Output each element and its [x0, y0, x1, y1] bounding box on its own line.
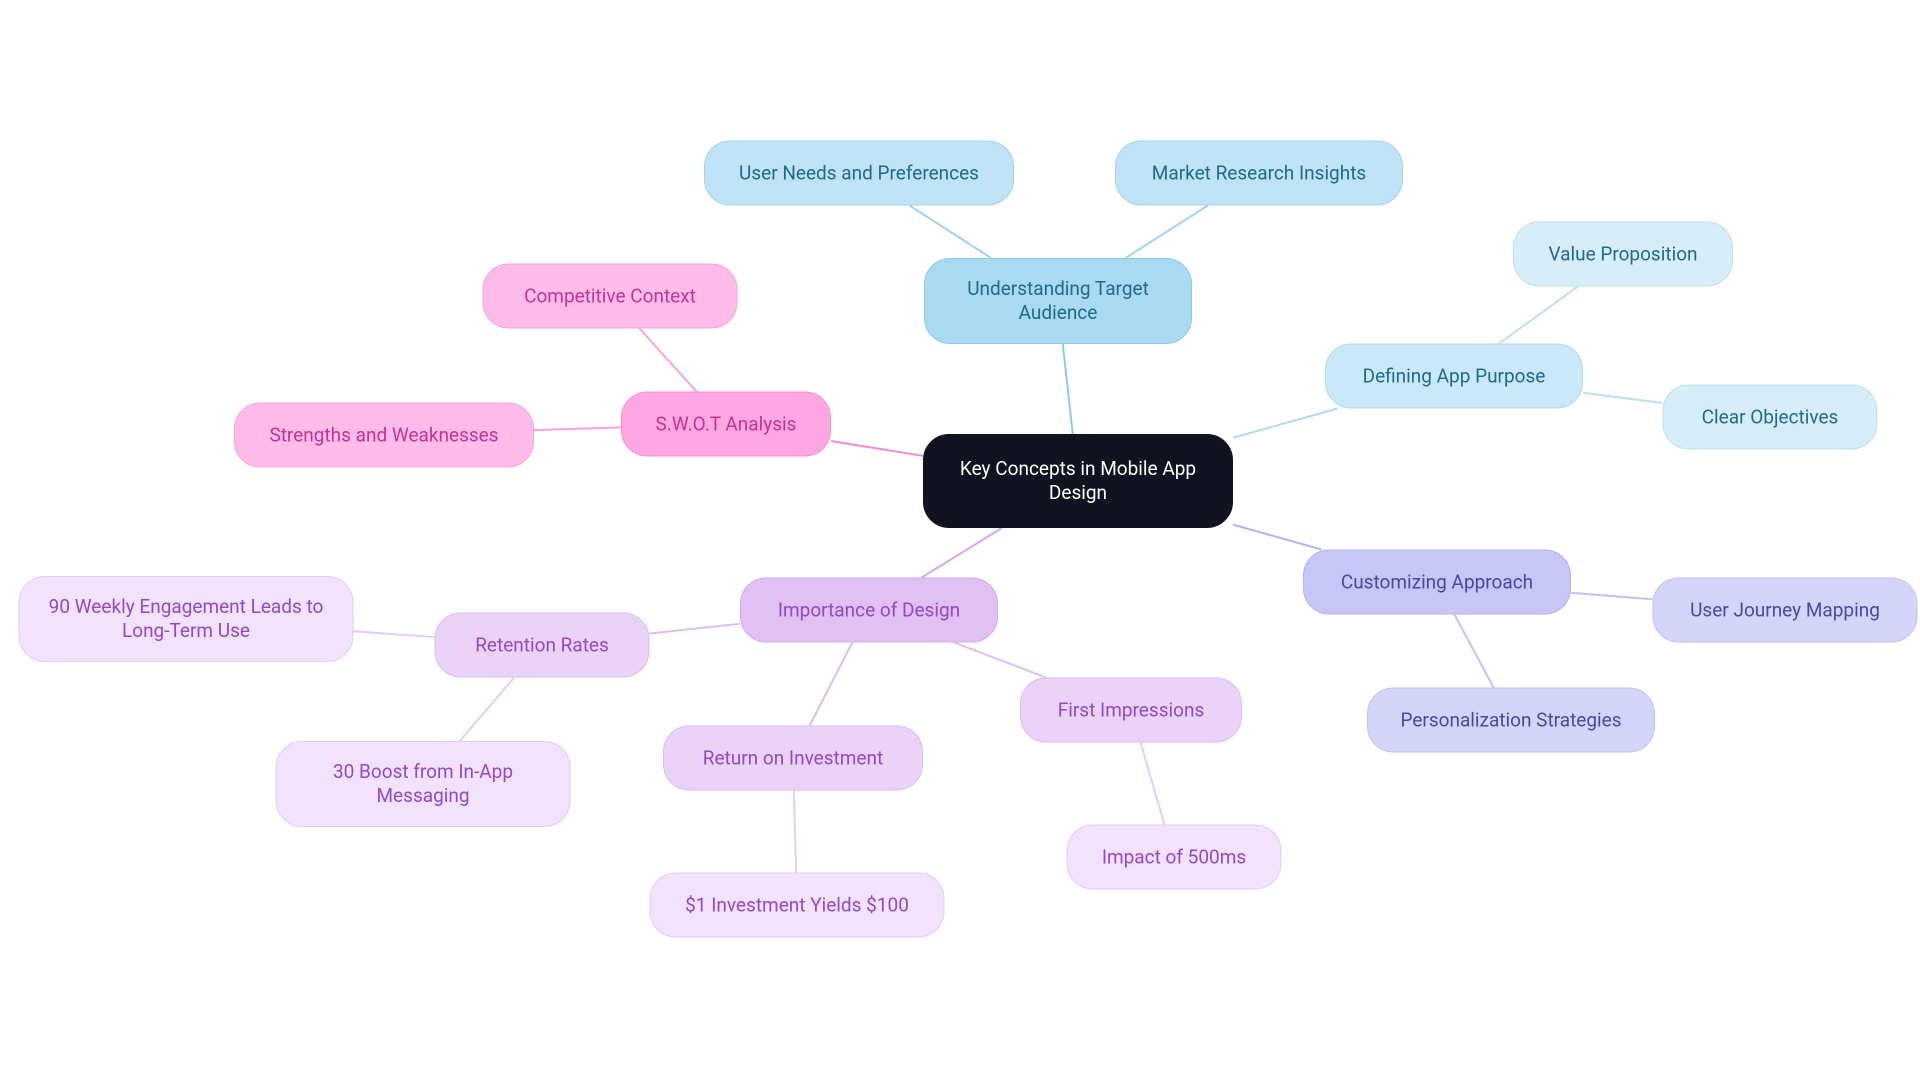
edge — [1126, 206, 1208, 259]
node-cust: Customizing Approach — [1303, 550, 1571, 615]
edge — [460, 678, 514, 742]
edge — [534, 427, 621, 430]
node-ms: Impact of 500ms — [1067, 825, 1282, 890]
edge — [922, 528, 1002, 578]
edge — [831, 441, 923, 456]
node-root: Key Concepts in Mobile App Design — [923, 434, 1233, 528]
node-roi: Return on Investment — [663, 726, 923, 791]
edge — [1141, 743, 1165, 825]
edge — [1063, 344, 1073, 434]
node-first: First Impressions — [1020, 678, 1242, 743]
edge — [354, 631, 435, 637]
edge — [794, 791, 796, 873]
node-ret: Retention Rates — [435, 613, 650, 678]
node-jour: User Journey Mapping — [1653, 578, 1918, 643]
node-comp: Competitive Context — [483, 264, 738, 329]
edge — [1583, 393, 1663, 403]
node-yield: $1 Investment Yields $100 — [650, 873, 945, 938]
edge — [650, 624, 741, 634]
edge — [810, 643, 853, 726]
node-aud: Understanding Target Audience — [924, 258, 1192, 344]
node-swot: S.W.O.T Analysis — [621, 392, 831, 457]
node-needs: User Needs and Preferences — [704, 141, 1014, 206]
edge — [1571, 593, 1653, 600]
edge — [1233, 409, 1338, 438]
node-sw: Strengths and Weaknesses — [234, 403, 534, 468]
node-imp: Importance of Design — [740, 578, 998, 643]
edge — [910, 206, 992, 259]
node-purp: Defining App Purpose — [1325, 344, 1583, 409]
edge — [1499, 287, 1578, 344]
edge — [1233, 525, 1321, 550]
node-market: Market Research Insights — [1115, 141, 1403, 206]
node-pers: Personalization Strategies — [1367, 688, 1655, 753]
edge — [954, 643, 1046, 678]
mindmap-canvas: Key Concepts in Mobile App Design Underst… — [0, 0, 1920, 1083]
node-value: Value Proposition — [1513, 222, 1733, 287]
node-eng: 90 Weekly Engagement Leads to Long-Term … — [19, 576, 354, 662]
edge — [1454, 615, 1493, 688]
node-boost: 30 Boost from In-App Messaging — [276, 741, 571, 827]
node-obj: Clear Objectives — [1663, 385, 1878, 450]
edge — [639, 329, 696, 392]
